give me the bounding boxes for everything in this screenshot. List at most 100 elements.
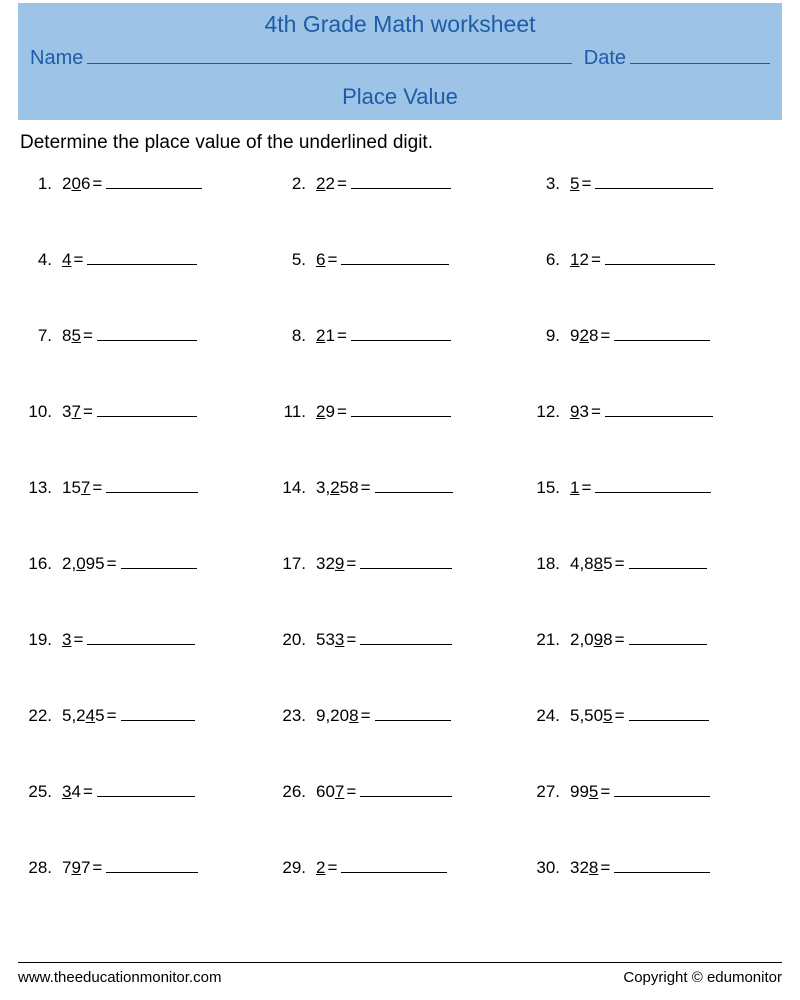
answer-blank[interactable]	[351, 172, 451, 189]
answer-blank[interactable]	[121, 704, 195, 721]
problem-number: 26.	[276, 782, 306, 802]
problem-item: 4.4 =	[22, 248, 270, 270]
problem-digits: 29	[316, 402, 335, 422]
problem-digits: 85	[62, 326, 81, 346]
problem-number: 11.	[276, 402, 306, 422]
problem-digits: 21	[316, 326, 335, 346]
problem-number: 29.	[276, 858, 306, 878]
answer-blank[interactable]	[629, 552, 707, 569]
equals-sign: =	[600, 326, 610, 346]
footer: www.theeducationmonitor.com Copyright © …	[18, 962, 782, 986]
answer-blank[interactable]	[605, 400, 713, 417]
problem-item: 21.2,098 =	[530, 628, 778, 650]
problem-number: 20.	[276, 630, 306, 650]
answer-blank[interactable]	[87, 248, 197, 265]
problem-item: 8.21 =	[276, 324, 524, 346]
answer-blank[interactable]	[614, 780, 710, 797]
answer-blank[interactable]	[341, 856, 447, 873]
equals-sign: =	[346, 630, 356, 650]
worksheet-title: 4th Grade Math worksheet	[30, 11, 770, 38]
problem-number: 1.	[22, 174, 52, 194]
problem-number: 25.	[22, 782, 52, 802]
problem-number: 30.	[530, 858, 560, 878]
date-blank-line[interactable]	[630, 44, 770, 64]
answer-blank[interactable]	[614, 324, 710, 341]
answer-blank[interactable]	[360, 552, 452, 569]
problem-digits: 37	[62, 402, 81, 422]
problem-digits: 329	[316, 554, 344, 574]
problem-digits: 2,095	[62, 554, 105, 574]
problem-digits: 2	[316, 858, 325, 878]
problem-number: 4.	[22, 250, 52, 270]
equals-sign: =	[615, 554, 625, 574]
problem-number: 23.	[276, 706, 306, 726]
answer-blank[interactable]	[97, 324, 197, 341]
answer-blank[interactable]	[87, 628, 195, 645]
problem-number: 22.	[22, 706, 52, 726]
equals-sign: =	[600, 858, 610, 878]
problem-item: 12.93 =	[530, 400, 778, 422]
answer-blank[interactable]	[106, 856, 198, 873]
answer-blank[interactable]	[614, 856, 710, 873]
problem-item: 19.3 =	[22, 628, 270, 650]
problem-number: 6.	[530, 250, 560, 270]
problem-item: 10.37 =	[22, 400, 270, 422]
problem-item: 11.29 =	[276, 400, 524, 422]
answer-blank[interactable]	[629, 704, 709, 721]
problem-digits: 328	[570, 858, 598, 878]
answer-blank[interactable]	[595, 476, 711, 493]
answer-blank[interactable]	[97, 400, 197, 417]
answer-blank[interactable]	[595, 172, 713, 189]
equals-sign: =	[83, 402, 93, 422]
problem-digits: 9,208	[316, 706, 359, 726]
problem-digits: 5,505	[570, 706, 613, 726]
answer-blank[interactable]	[351, 400, 451, 417]
problem-number: 21.	[530, 630, 560, 650]
answer-blank[interactable]	[360, 780, 452, 797]
equals-sign: =	[337, 174, 347, 194]
equals-sign: =	[92, 858, 102, 878]
equals-sign: =	[73, 630, 83, 650]
problem-item: 15.1 =	[530, 476, 778, 498]
answer-blank[interactable]	[351, 324, 451, 341]
equals-sign: =	[591, 402, 601, 422]
problem-number: 16.	[22, 554, 52, 574]
problem-item: 6.12 =	[530, 248, 778, 270]
answer-blank[interactable]	[97, 780, 195, 797]
answer-blank[interactable]	[121, 552, 197, 569]
answer-blank[interactable]	[605, 248, 715, 265]
name-date-row: Name Date	[30, 44, 770, 70]
equals-sign: =	[327, 858, 337, 878]
date-label: Date	[584, 47, 626, 70]
problem-item: 24.5,505 =	[530, 704, 778, 726]
equals-sign: =	[581, 478, 591, 498]
answer-blank[interactable]	[360, 628, 452, 645]
problem-number: 28.	[22, 858, 52, 878]
problem-number: 19.	[22, 630, 52, 650]
problem-number: 18.	[530, 554, 560, 574]
problem-digits: 3,258	[316, 478, 359, 498]
problem-item: 29. 2 =	[276, 856, 524, 878]
problem-number: 7.	[22, 326, 52, 346]
equals-sign: =	[107, 554, 117, 574]
problem-item: 1.206 =	[22, 172, 270, 194]
problem-item: 2.22 =	[276, 172, 524, 194]
answer-blank[interactable]	[341, 248, 449, 265]
name-blank-line[interactable]	[87, 44, 571, 64]
problem-number: 27.	[530, 782, 560, 802]
answer-blank[interactable]	[375, 476, 453, 493]
problem-digits: 93	[570, 402, 589, 422]
answer-blank[interactable]	[629, 628, 707, 645]
answer-blank[interactable]	[106, 172, 202, 189]
problem-digits: 607	[316, 782, 344, 802]
answer-blank[interactable]	[106, 476, 198, 493]
problem-digits: 22	[316, 174, 335, 194]
worksheet-header: 4th Grade Math worksheet Name Date Place…	[18, 3, 782, 120]
equals-sign: =	[107, 706, 117, 726]
equals-sign: =	[92, 174, 102, 194]
problem-item: 5.6 =	[276, 248, 524, 270]
problem-item: 16. 2,095 =	[22, 552, 270, 574]
answer-blank[interactable]	[375, 704, 451, 721]
problem-number: 9.	[530, 326, 560, 346]
problem-digits: 5,245	[62, 706, 105, 726]
